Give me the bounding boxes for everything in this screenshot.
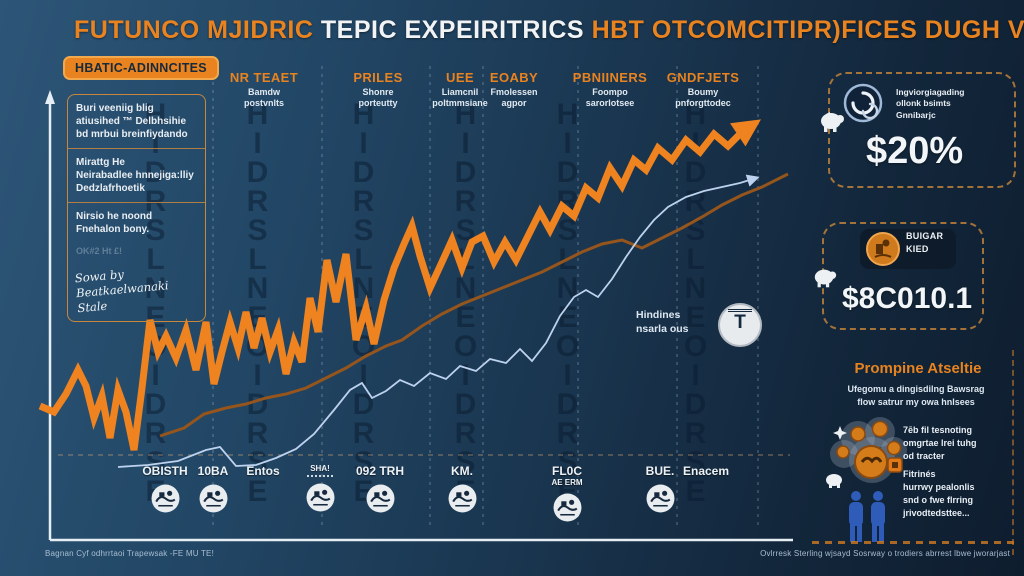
column-subtitle: Fmolessen agpor bbox=[490, 87, 538, 109]
x-axis-label: Enacem bbox=[682, 464, 730, 478]
watermark-text: HIDRSLNEOIDRSE bbox=[140, 98, 170, 504]
title-segment-3: HBT OTCOMCITIPR)FICES DUGH VOLATITNES bbox=[591, 16, 1024, 44]
x-axis-label: FL0C bbox=[552, 464, 582, 478]
column-header-gndfjets: GNDFJETS Boumy pnforgttodec bbox=[648, 70, 758, 110]
category-badge: HBATIC-ADINNCITES bbox=[63, 56, 219, 80]
series-primary-volatile bbox=[38, 119, 761, 451]
column-title: UEE bbox=[446, 70, 474, 85]
callout-letter: T bbox=[734, 312, 746, 333]
column-subtitle: Foompo sarorlotsee bbox=[585, 87, 635, 109]
x-axis-label: SHA! bbox=[310, 464, 330, 473]
title-segment-2: TEPIC EXPEIRITRICS bbox=[320, 16, 592, 44]
anchor-icon: T bbox=[718, 303, 762, 347]
info-section-3: Nirsio he noond Fnehalon bony. bbox=[76, 211, 153, 235]
watermark-text: HIDRSLNEOIDRSE bbox=[680, 98, 710, 504]
engraving-icon bbox=[448, 484, 477, 513]
promo-subtext: Ufegomu a dingisdilng Bawsrag flow satru… bbox=[847, 384, 985, 407]
column-header-pbniiners: PBNIINERS Foompo sarorlotsee bbox=[555, 70, 665, 110]
x-axis-item-obisth: OBISTH bbox=[125, 464, 205, 513]
engraving-icon bbox=[366, 484, 395, 513]
column-header-priles: PRILES Shonre porteutty bbox=[323, 70, 433, 110]
column-header-nr-teaet: NR TEAET Bamdw postvnlts bbox=[209, 70, 319, 110]
engraving-icon bbox=[646, 484, 675, 513]
engraving-icon bbox=[553, 493, 582, 522]
column-header-eoaby: EOABY Fmolessen agpor bbox=[459, 70, 569, 110]
callout-label: Hindines nsarla ous bbox=[636, 309, 689, 336]
x-axis-item-fl0c: FL0C AE ERM bbox=[527, 464, 607, 522]
watermark-text: HIDRSLNEOIDRSE bbox=[552, 98, 582, 504]
info-faint-code: OK#2 Ht £! bbox=[76, 246, 123, 256]
info-section-2: Mirattg He Neirabadlee hnnejiga:lliy Ded… bbox=[68, 149, 205, 203]
dashed-border bbox=[1012, 350, 1014, 555]
engraving-icon bbox=[151, 484, 180, 513]
column-subtitle: Liamcnil poltmmsiane bbox=[432, 87, 488, 109]
stat-card-amount: BUIGAR KIED $8C010.1 bbox=[814, 222, 984, 330]
page-title: FUTUNCO MJIDRIC TEPIC EXPEIRITRICS HBT O… bbox=[74, 16, 1024, 45]
x-axis-sublabel: AE ERM bbox=[551, 478, 583, 487]
promo-bullet-2: Fitrinés hurrwy pealonlis snd o fwe flrr… bbox=[903, 469, 975, 519]
stat-value-amount: $8C010.1 bbox=[842, 282, 973, 315]
stat-value-percent: $20% bbox=[866, 130, 964, 172]
info-section-1: Buri veeniig blig atiusihed ™ Delbhsihie… bbox=[68, 95, 205, 149]
tick-dashes bbox=[307, 475, 333, 477]
x-axis-item-sha-: SHA! bbox=[280, 464, 360, 512]
dash-decoration bbox=[812, 541, 1017, 544]
promo-heading: Prompine Atseltie bbox=[854, 360, 982, 377]
column-title: PBNIINERS bbox=[572, 70, 648, 85]
column-title: EOABY bbox=[489, 70, 539, 85]
watermark-text: HIDRSLNEOIDRSE bbox=[242, 98, 272, 504]
x-axis-item-10ba: 10BA bbox=[173, 464, 253, 513]
column-subtitle: Bamdw postvnlts bbox=[243, 87, 284, 109]
x-axis-label: 092 TRH bbox=[355, 464, 405, 478]
column-title: PRILES bbox=[353, 70, 403, 85]
column-subtitle: Shonre porteutty bbox=[358, 87, 398, 109]
engraving-icon bbox=[199, 484, 228, 513]
column-title: GNDFJETS bbox=[666, 70, 740, 85]
piggy-bank-icon bbox=[814, 269, 837, 288]
signature-text: Sowa by Beatkaelwanaki Stale bbox=[74, 266, 170, 315]
title-segment-1: FUTUNCO MJIDRIC bbox=[74, 16, 321, 44]
x-axis-item-entos: Entos bbox=[223, 464, 303, 478]
scribble-decoration bbox=[728, 309, 752, 312]
coin-label: BUIGAR KIED bbox=[906, 231, 944, 254]
x-axis-label: 10BA bbox=[197, 464, 229, 478]
coin-cluster-illustration bbox=[826, 417, 907, 542]
x-axis-item-092-trh: 092 TRH bbox=[340, 464, 420, 513]
column-subtitle: Boumy pnforgttodec bbox=[675, 87, 731, 109]
x-axis-item-enacem: Enacem bbox=[666, 464, 746, 478]
watermark-text: HIDRSLNEOIDRSE bbox=[450, 98, 480, 504]
promo-bullet-1: 7ēb fil tesnoting omgrtae lrei tuhg od t… bbox=[903, 425, 977, 462]
x-axis-label: Entos bbox=[246, 464, 280, 478]
x-axis-label: BUE. bbox=[645, 464, 675, 478]
footer-left: Bagnan Cyf odhrrtaoi Trapewsak -FE MU TE… bbox=[45, 549, 215, 558]
engraving-icon bbox=[306, 483, 335, 512]
swirl-icon bbox=[842, 82, 884, 129]
series-tertiary-benchmark bbox=[117, 174, 760, 468]
stat-card-growth: Ingviorgiagading ollonk bsimts Gnnibarjc… bbox=[821, 72, 1016, 188]
coin-icon bbox=[866, 232, 900, 266]
x-axis-item-km-: KM. bbox=[422, 464, 502, 513]
x-axis-label: OBISTH bbox=[142, 464, 188, 478]
footer-right: Ovlrresk Sterling wjsayd Sosrway o trodi… bbox=[760, 549, 1010, 558]
info-box: Buri veeniig blig atiusihed ™ Delbhsihie… bbox=[67, 94, 206, 322]
stat-description: Ingviorgiagading ollonk bsimts Gnnibarjc bbox=[896, 87, 965, 120]
column-title: NR TEAET bbox=[229, 70, 299, 85]
column-header-uee: UEE Liamcnil poltmmsiane bbox=[405, 70, 515, 110]
series-secondary-smooth bbox=[159, 172, 789, 438]
x-axis-label: KM. bbox=[451, 464, 473, 478]
x-axis-item-bue-: BUE. bbox=[620, 464, 700, 513]
piggy-bank-icon bbox=[821, 112, 844, 132]
